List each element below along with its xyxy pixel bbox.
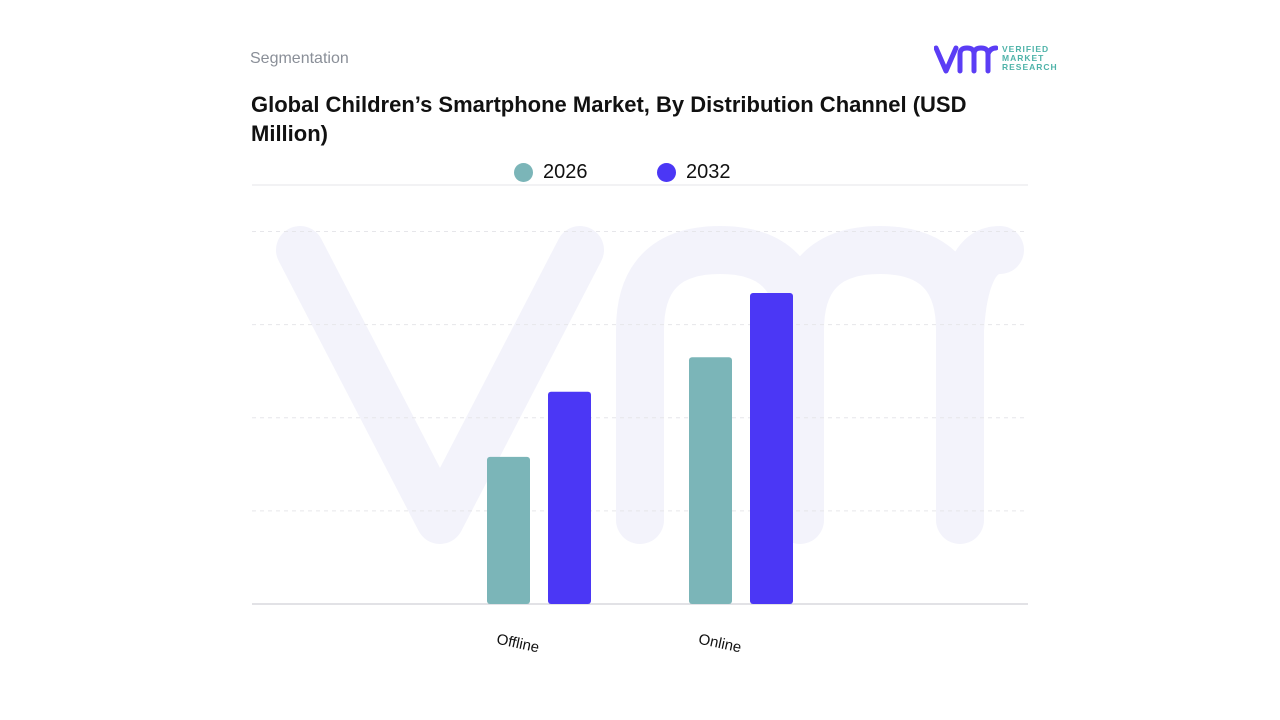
legend-swatch-2032 <box>657 162 676 182</box>
vmr-logo: VERIFIED MARKET RESEARCH <box>933 44 1064 76</box>
chart-bars <box>487 293 793 604</box>
logo-line-verified: VERIFIED <box>1002 44 1050 54</box>
chart-title: Global Children’s Smartphone Market, By … <box>251 92 967 146</box>
legend-label-2026: 2026 <box>543 160 588 183</box>
chart-grid <box>252 184 1028 605</box>
bar-online-2032 <box>750 293 793 604</box>
vmr-logo-text: VERIFIED MARKET RESEARCH <box>1002 45 1058 72</box>
bar-offline-2026 <box>487 456 530 604</box>
x-tick-label-online: Online <box>697 631 743 657</box>
legend-item-2032: 2032 <box>657 158 731 186</box>
x-tick-label-offline: Offline <box>495 631 541 657</box>
legend-item-2026: 2026 <box>514 158 588 186</box>
legend-swatch-2026 <box>514 162 533 182</box>
section-kicker: Segmentation <box>250 50 349 67</box>
x-axis-ticks: Offline Online <box>495 631 743 657</box>
logo-line-market: MARKET <box>1002 53 1045 63</box>
vmr-logo-mark-icon <box>933 45 999 74</box>
watermark-mark <box>276 226 1024 544</box>
logo-line-research: RESEARCH <box>1002 62 1058 72</box>
legend-label-2032: 2032 <box>686 160 731 183</box>
bar-offline-2032 <box>548 391 591 604</box>
watermark-logo <box>276 226 1024 544</box>
bar-online-2026 <box>689 357 732 604</box>
chart-legend: 2026 2032 <box>0 158 1280 186</box>
